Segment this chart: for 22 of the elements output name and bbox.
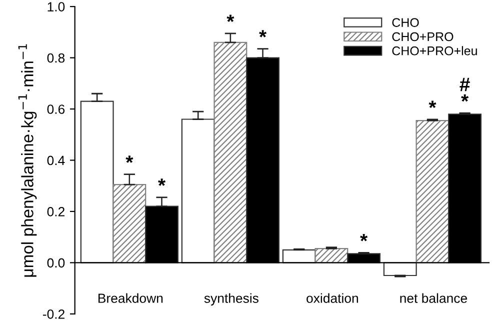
x-tick-label: synthesis (204, 293, 258, 306)
data-label: * (126, 156, 134, 163)
data-label: * (360, 234, 368, 242)
y-tick-label: 1.0 (48, 2, 65, 12)
legend-label: CHO+PRO (392, 32, 454, 42)
data-label: # * (460, 78, 470, 102)
x-tick-label: Breakdown (98, 293, 163, 303)
legend-label: CHO+PRO+leu (392, 46, 477, 56)
y-tick-label: 0.4 (47, 156, 65, 166)
y-axis-title: μmol phenylalanine·kg$^{−1}$·min$^{−1}$ (18, 44, 37, 277)
legend-label: CHO (392, 18, 419, 27)
y-tick-label: -0.2 (42, 309, 64, 319)
y-tick-label: 0.8 (47, 53, 65, 63)
data-label: * (259, 30, 267, 38)
data-label: * (158, 178, 166, 186)
y-tick-label: 0.2 (47, 207, 64, 216)
x-tick-label: oxidation (306, 293, 358, 303)
y-tick-label: 0.6 (47, 104, 65, 114)
y-tick-label: 0.0 (47, 258, 65, 268)
x-tick-label: net balance (400, 293, 467, 303)
data-label: * (428, 100, 436, 108)
data-label: * (226, 14, 234, 22)
